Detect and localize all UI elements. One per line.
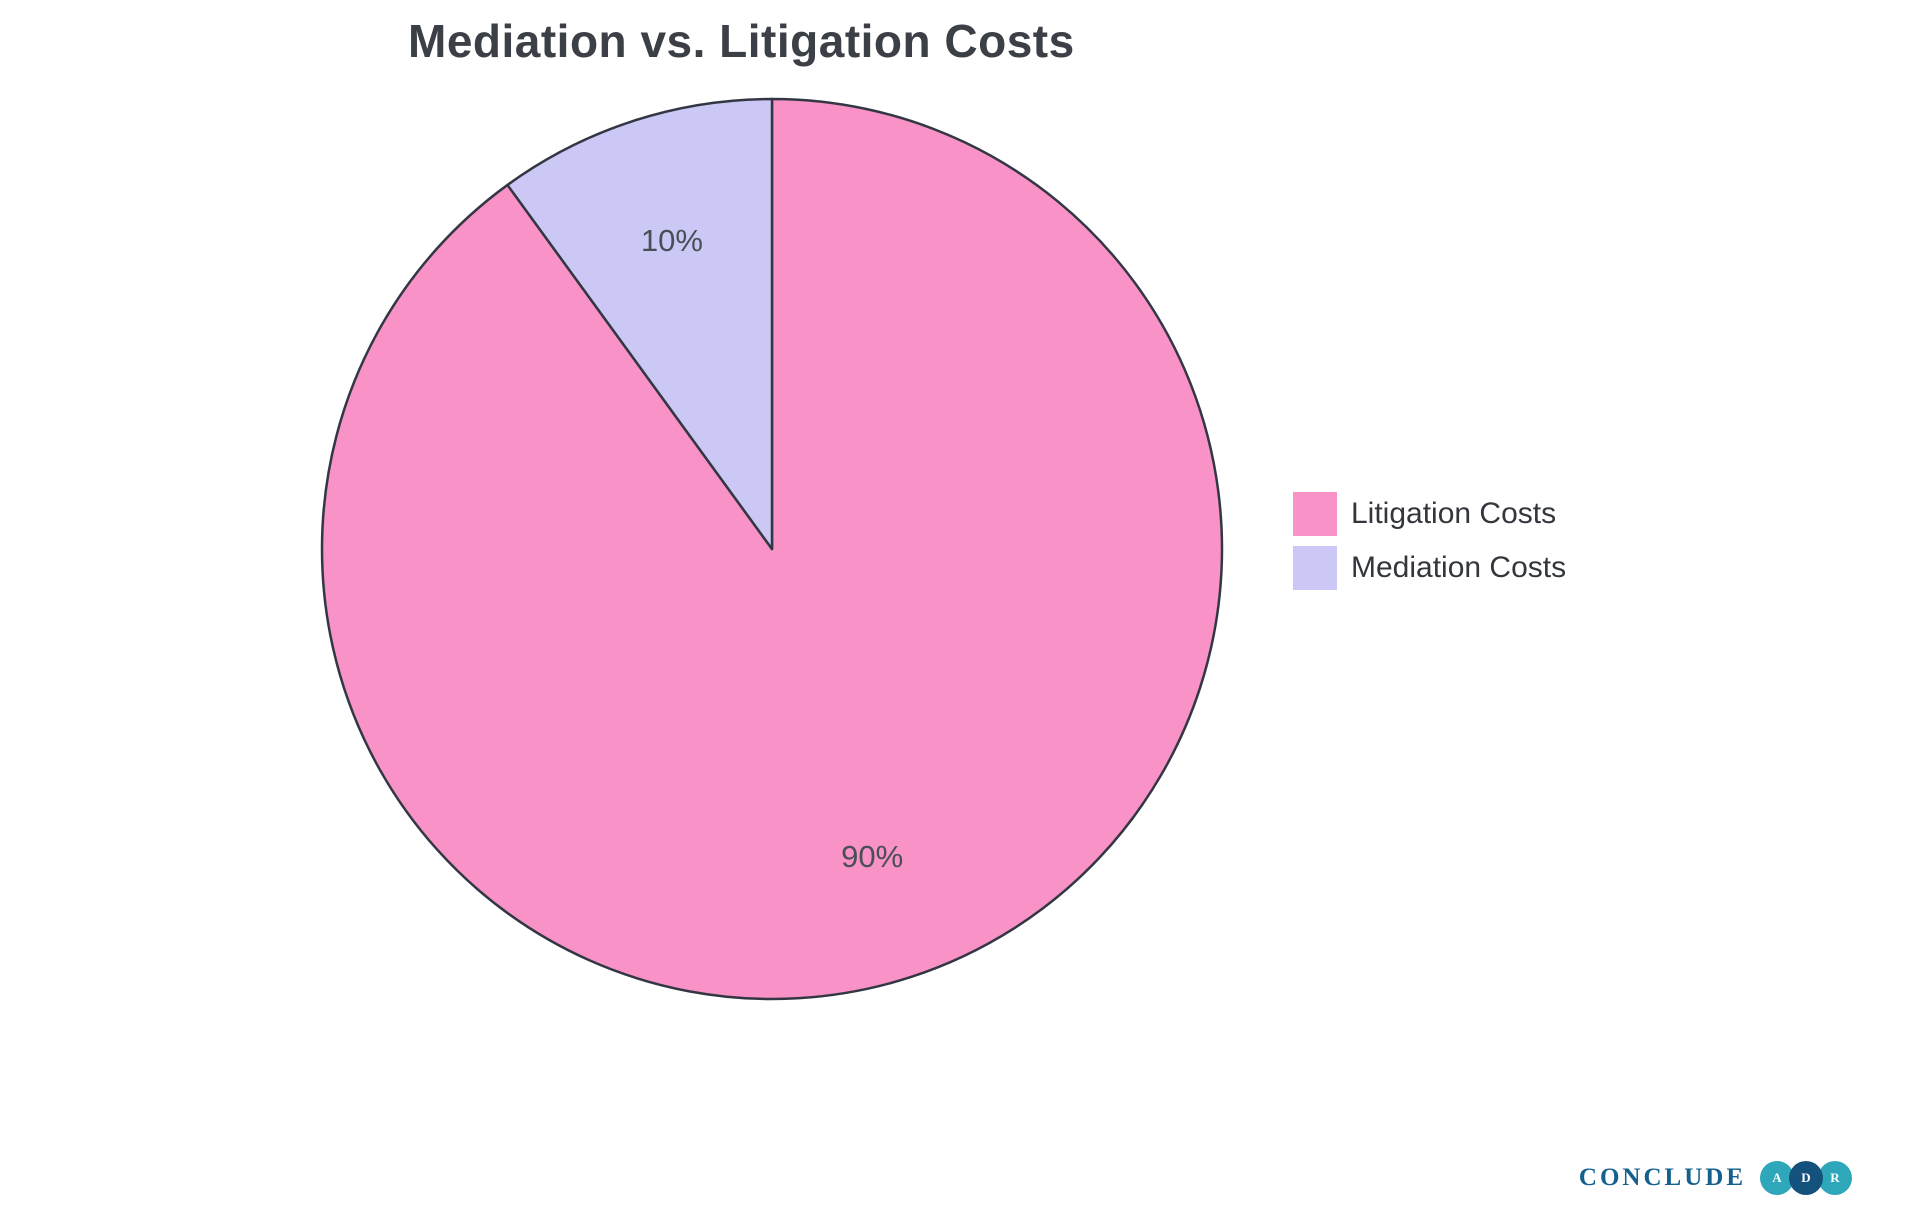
legend-label-litigation: Litigation Costs	[1351, 497, 1557, 530]
chart-title: Mediation vs. Litigation Costs	[408, 15, 1075, 67]
brand-logo: CONCLUDE A D R	[1579, 1161, 1852, 1195]
pie-chart	[320, 97, 1224, 1001]
brand-badges: A D R	[1760, 1161, 1852, 1195]
legend-item-litigation: Litigation Costs	[1293, 492, 1566, 536]
pie-label-0: 90%	[841, 839, 904, 875]
badge-a-icon: A	[1760, 1161, 1794, 1195]
legend-swatch-litigation	[1293, 492, 1337, 536]
pie-slice-1	[506, 97, 774, 551]
legend-item-mediation: Mediation Costs	[1293, 546, 1566, 590]
brand-wordmark: CONCLUDE	[1578, 1164, 1746, 1191]
badge-d-icon: D	[1789, 1161, 1823, 1195]
legend: Litigation Costs Mediation Costs	[1293, 492, 1566, 590]
legend-label-mediation: Mediation Costs	[1351, 551, 1567, 584]
legend-swatch-mediation	[1293, 546, 1337, 590]
pie-label-1: 10%	[640, 222, 703, 258]
badge-r-icon: R	[1818, 1161, 1852, 1195]
